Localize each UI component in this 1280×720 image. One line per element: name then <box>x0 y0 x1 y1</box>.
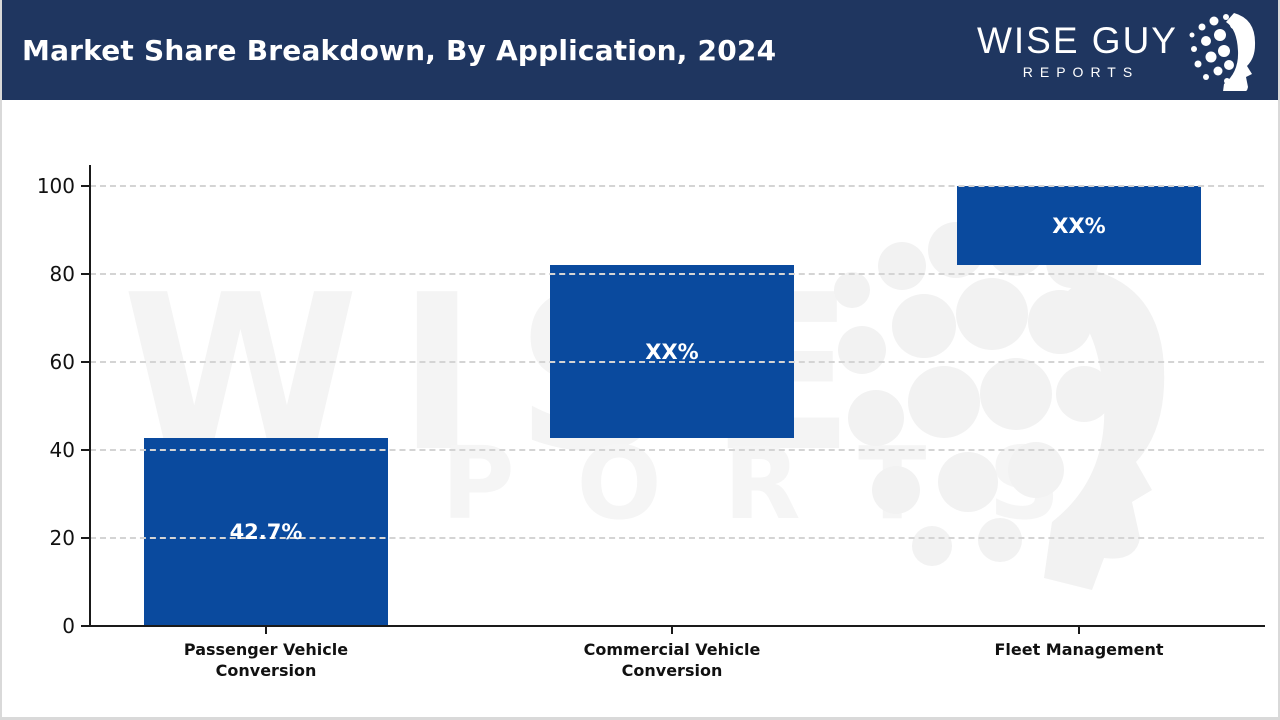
y-tick-mark-60 <box>81 361 89 363</box>
gridline-40 <box>90 449 1264 451</box>
y-tick-label-80: 80 <box>49 262 75 286</box>
y-tick-label-100: 100 <box>36 174 75 198</box>
wiseguy-logo: WISE GUY REPORTS <box>977 9 1264 91</box>
y-tick-mark-40 <box>81 449 89 451</box>
x-axis-line <box>89 625 1265 627</box>
x-tick-mark-2 <box>1078 627 1080 634</box>
y-tick-mark-80 <box>81 273 89 275</box>
waterfall-chart: 42.7% XX% XX% 0 20 40 60 80 100 Passenger Vehicl… <box>2 100 1278 717</box>
chart-title: Market Share Breakdown, By Application, … <box>22 33 777 67</box>
y-tick-label-20: 20 <box>49 526 75 550</box>
y-tick-mark-100 <box>81 185 89 187</box>
header-bar: Market Share Breakdown, By Application, … <box>2 0 1278 100</box>
gridline-20 <box>90 537 1264 539</box>
bar-value-label-2: XX% <box>1052 213 1106 238</box>
y-tick-mark-0 <box>81 625 89 627</box>
x-tick-mark-0 <box>265 627 267 634</box>
logo-brand-text: WISE GUY <box>976 19 1178 61</box>
bar-value-label-0: 42.7% <box>229 520 303 545</box>
gridline-60 <box>90 361 1264 363</box>
logo-reports-text: REPORTS <box>1022 63 1140 80</box>
x-category-label-2: Fleet Management <box>994 640 1164 659</box>
bar-segment-1 <box>550 265 794 439</box>
y-axis-line <box>89 165 91 627</box>
y-tick-label-40: 40 <box>49 438 75 462</box>
bar-segment-0 <box>144 438 388 626</box>
y-tick-label-60: 60 <box>49 350 75 374</box>
gridline-100 <box>90 185 1264 187</box>
x-category-label-1: Commercial Vehicle Conversion <box>583 640 761 680</box>
logo-dotted-head-icon <box>1189 13 1256 91</box>
x-tick-mark-1 <box>671 627 673 634</box>
gridline-80 <box>90 273 1264 275</box>
x-category-label-0: Passenger Vehicle Conversion <box>183 640 349 680</box>
bar-value-label-1: XX% <box>645 339 699 364</box>
y-tick-label-0: 0 <box>62 614 75 638</box>
y-tick-mark-20 <box>81 537 89 539</box>
